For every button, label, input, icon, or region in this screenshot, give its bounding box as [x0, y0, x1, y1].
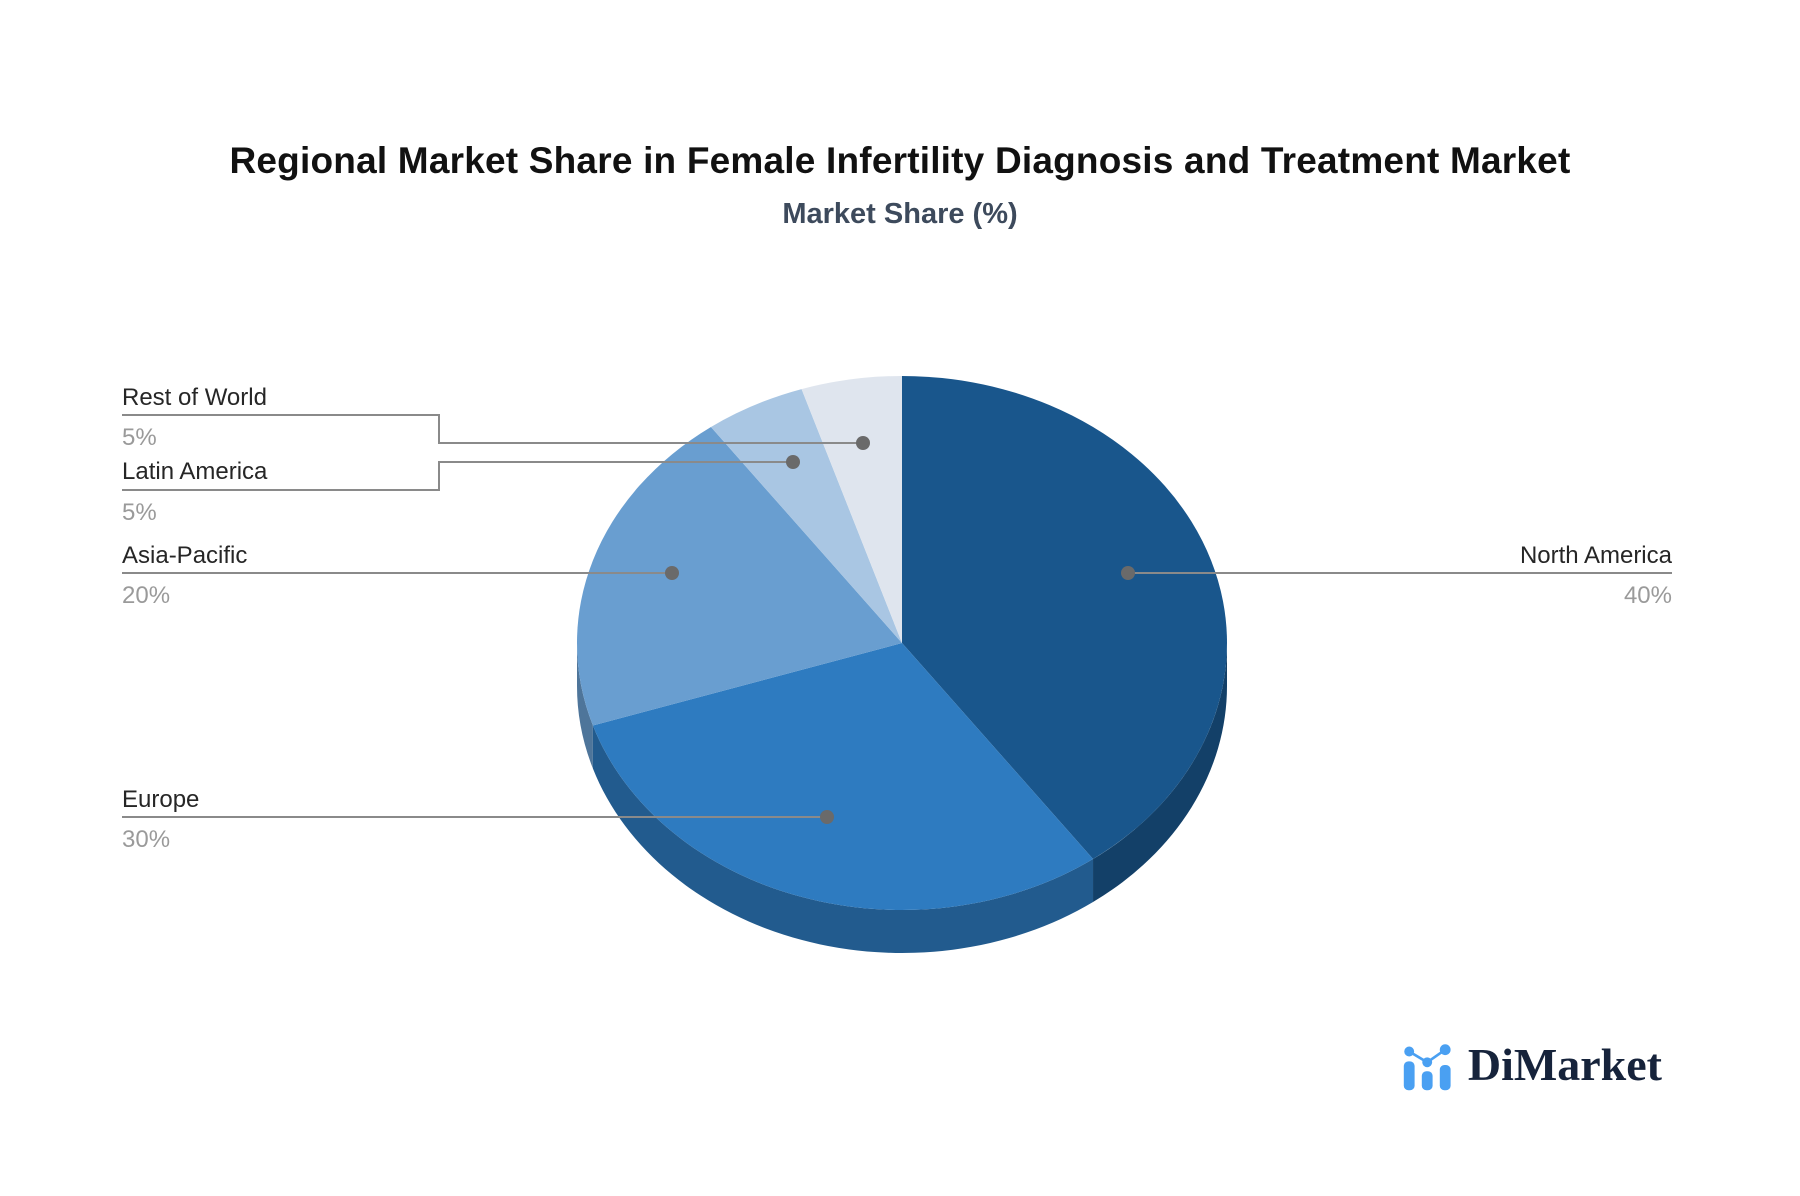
leader-dot-rest-of-world — [856, 436, 870, 450]
slice-label-north-america: North America — [1519, 542, 1672, 569]
pie-slice-side-north-america — [1093, 643, 1227, 903]
leader-dot-europe — [820, 810, 834, 824]
slice-label-europe: Europe — [122, 786, 200, 813]
brand-logo: DiMarket — [1402, 1038, 1662, 1092]
pie-slice-europe — [592, 643, 1094, 910]
logo-dot-2 — [1422, 1057, 1432, 1068]
pie-slice-side-europe — [592, 725, 1094, 953]
chart-title: Regional Market Share in Female Infertil… — [229, 140, 1571, 181]
bar-line-chart-icon — [1403, 1044, 1451, 1091]
leader-dot-latin-america — [786, 455, 800, 469]
chart-subtitle: Market Share (%) — [782, 198, 1018, 230]
logo-bar-1 — [1403, 1061, 1415, 1091]
logo-bar-3 — [1439, 1065, 1451, 1091]
leader-dot-asia-pacific — [665, 566, 679, 580]
leader-line-rest-of-world — [122, 414, 863, 444]
pie-slice-asia-pacific — [577, 426, 902, 726]
slice-value-north-america: 40% — [1623, 582, 1672, 609]
leader-line-latin-america — [122, 461, 793, 491]
slice-label-asia-pacific: Asia-Pacific — [122, 542, 248, 569]
slice-value-rest-of-world: 5% — [122, 424, 157, 451]
slice-value-latin-america: 5% — [122, 499, 157, 526]
slice-value-europe: 30% — [122, 826, 171, 853]
slice-value-asia-pacific: 20% — [122, 582, 171, 609]
logo-dot-1 — [1404, 1046, 1414, 1057]
slice-label-rest-of-world: Rest of World — [122, 384, 267, 411]
pie-slice-side-asia-pacific — [577, 643, 593, 769]
brand-name: DiMarket — [1467, 1039, 1662, 1090]
logo-bar-2 — [1421, 1071, 1433, 1091]
pie-slice-latin-america — [710, 389, 902, 643]
pie-slice-north-america — [902, 376, 1227, 860]
logo-dot-3 — [1439, 1044, 1451, 1056]
leader-dot-north-america — [1121, 566, 1135, 580]
slice-label-latin-america: Latin America — [122, 458, 268, 485]
